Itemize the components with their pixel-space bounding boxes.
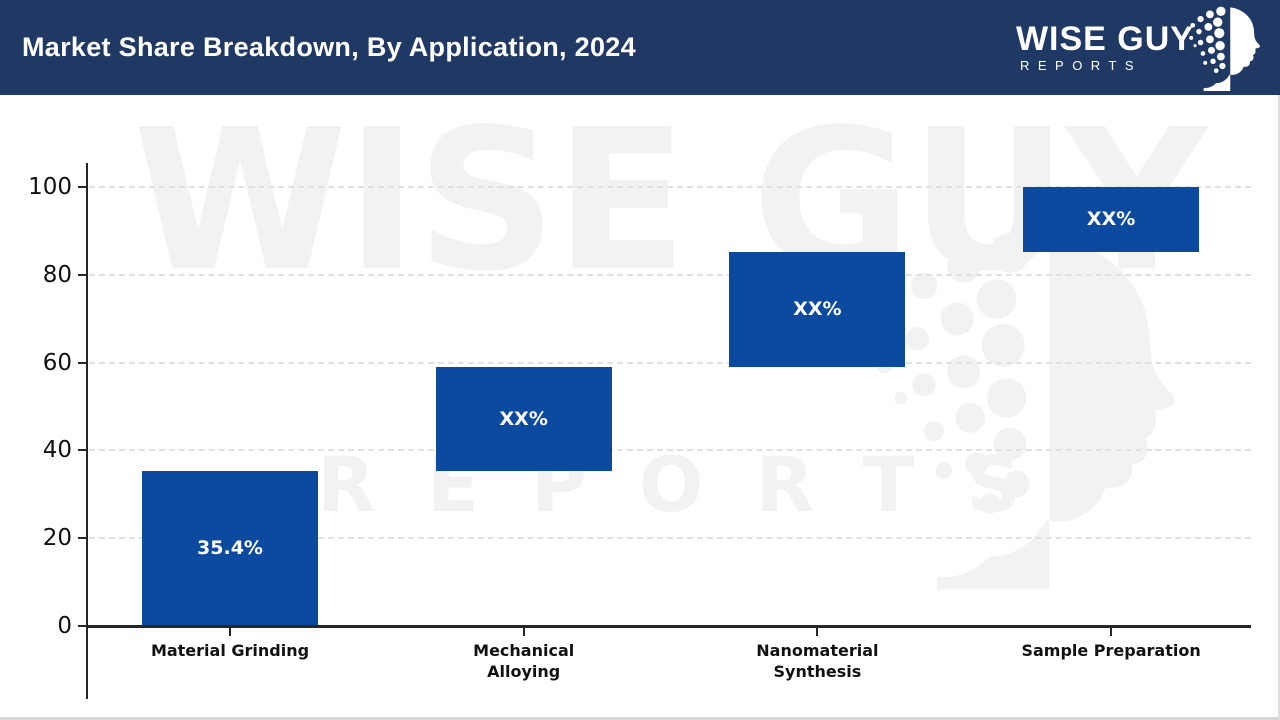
gridline (89, 449, 1251, 452)
gridline (89, 273, 1251, 276)
logo-subtitle: REPORTS (1019, 58, 1143, 73)
x-category-line: Synthesis (773, 662, 862, 681)
y-tick-label: 80 (42, 261, 72, 288)
x-category-label: Material Grinding (110, 640, 350, 661)
y-tick-mark (78, 273, 86, 276)
y-tick-label: 40 (42, 437, 72, 464)
y-axis-spine (86, 163, 88, 699)
bar-segment: XX% (1023, 187, 1200, 252)
x-category-line: Mechanical (473, 641, 575, 660)
bar-segment: XX% (435, 366, 612, 471)
y-tick-mark (78, 625, 86, 627)
bar-value-label: XX% (1086, 208, 1136, 231)
bar-segment: 35.4% (142, 470, 318, 626)
watermark-subtitle: REPORTS (316, 440, 1074, 529)
x-tick-mark (1110, 628, 1113, 636)
x-axis-spine (86, 625, 1251, 628)
x-category-line: Material Grinding (150, 641, 310, 660)
x-tick-mark (522, 628, 525, 636)
logo-wordmark: WISE GUY (1015, 20, 1194, 58)
x-category-label: Mechanical Alloying (404, 640, 644, 682)
gridline (89, 186, 1251, 188)
x-category-line: Sample Preparation (1021, 641, 1201, 660)
x-tick-mark (816, 628, 819, 636)
bar-segment: XX% (729, 251, 906, 367)
head-profile-icon (1189, 6, 1260, 91)
bar-value-label: XX% (499, 407, 548, 430)
x-category-line: Alloying (487, 662, 561, 681)
gridline (89, 537, 1251, 540)
x-category-line: Nanomaterial (756, 641, 879, 660)
y-tick-label: 60 (42, 349, 72, 376)
wiseguy-logo: WISE GUY REPORTS (1016, 5, 1264, 91)
page-title: Market Share Breakdown, By Application, … (22, 32, 636, 62)
y-tick-label: 20 (42, 525, 72, 552)
bar-value-label: XX% (793, 298, 842, 321)
header: Market Share Breakdown, By Application, … (0, 0, 1280, 95)
y-tick-label: 0 (57, 613, 72, 639)
x-tick-mark (229, 628, 231, 636)
x-category-label: Sample Preparation (991, 640, 1231, 661)
x-category-label: Nanomaterial Synthesis (697, 640, 937, 682)
y-tick-mark (78, 361, 86, 364)
y-tick-mark (78, 449, 86, 452)
bar-value-label: 35.4% (197, 537, 263, 560)
y-tick-mark (78, 537, 86, 540)
gridline (89, 361, 1251, 364)
y-tick-mark (78, 186, 86, 188)
logo-text: WISE GUY REPORTS (1016, 22, 1194, 73)
y-tick-label: 100 (28, 174, 72, 200)
chart-area: WISE GUY REPORTS 0 20 40 60 80 100 35.4% Materi… (0, 87, 1280, 717)
